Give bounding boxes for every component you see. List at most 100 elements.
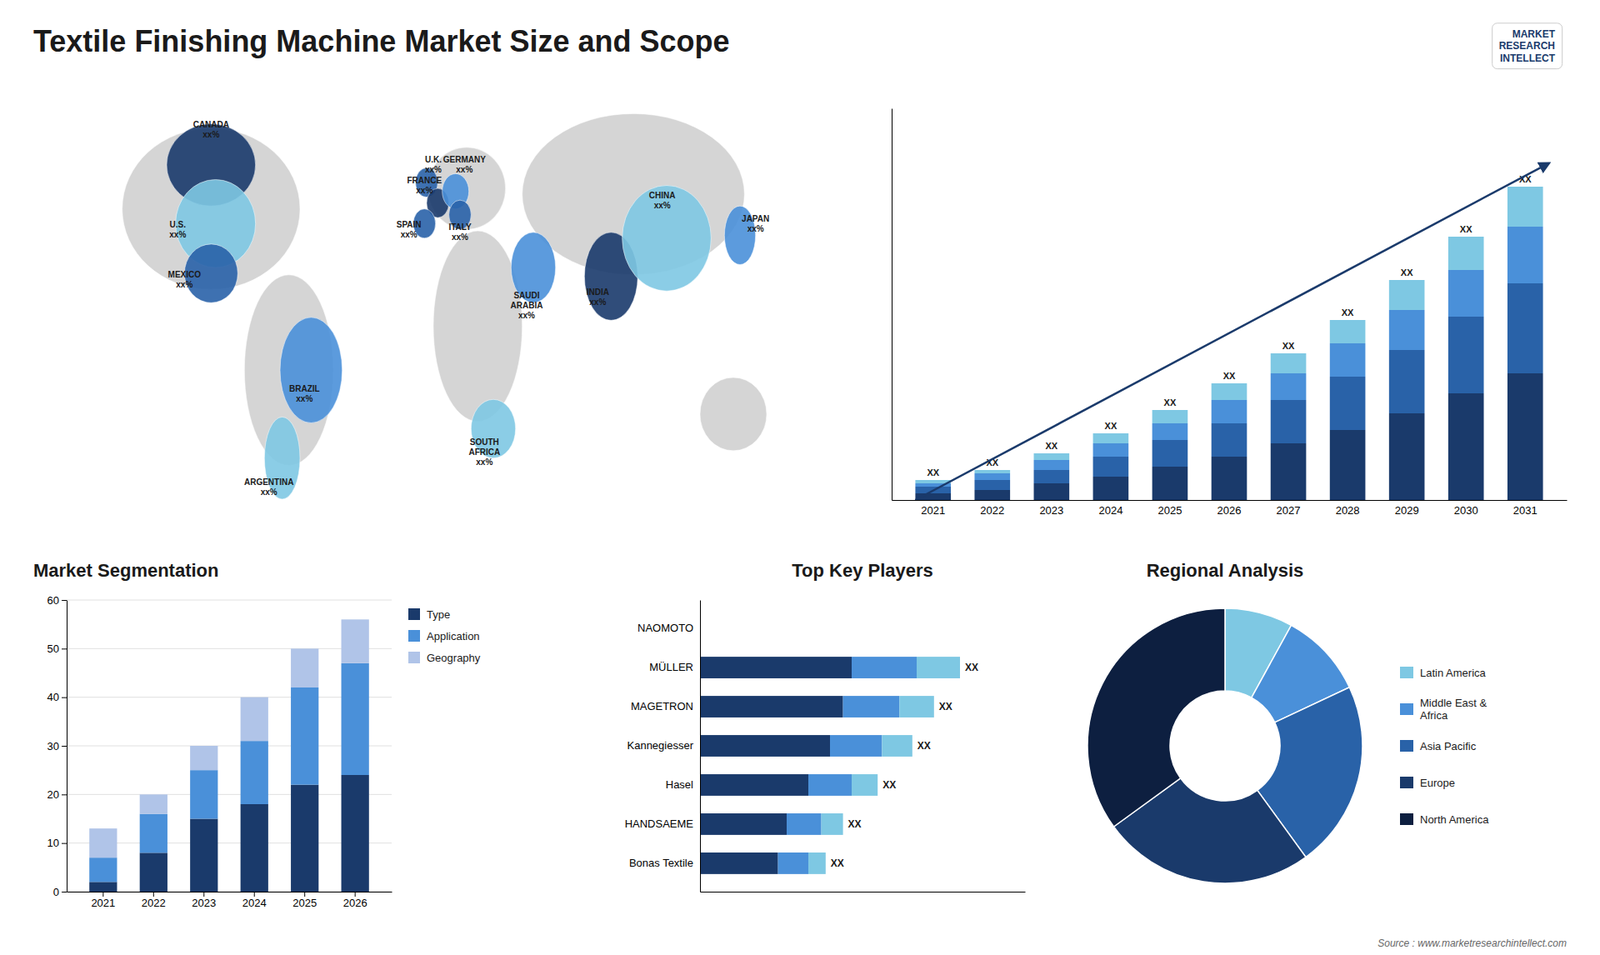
tick: 2021	[90, 891, 115, 910]
tick: 50	[47, 642, 67, 655]
tick: 2028	[1335, 500, 1360, 517]
legend-item: Europe	[1400, 776, 1455, 790]
bar	[1448, 316, 1485, 394]
bar	[1211, 423, 1248, 457]
country-label: U.S.xx%	[169, 220, 186, 240]
bar	[1330, 376, 1366, 430]
text-line: xx%	[295, 394, 313, 404]
bar	[290, 687, 319, 785]
bar-label: XX	[830, 857, 845, 870]
tick-mark	[61, 794, 67, 795]
text-line: xx%	[175, 280, 193, 290]
axis-line	[67, 891, 393, 893]
legend-label: Geography	[426, 651, 481, 665]
tick-label: 30	[47, 740, 60, 753]
regional-chart: Regional AnalysisLatin AmericaMiddle Eas…	[1087, 560, 1490, 884]
logo: MARKETRESEARCHINTELLECT	[1492, 23, 1563, 70]
tick-label: 0	[53, 885, 60, 899]
text-line: INTELLECT	[1500, 52, 1556, 65]
legend-item: North America	[1400, 813, 1490, 826]
bar	[140, 852, 168, 892]
bar	[290, 648, 319, 688]
tick-label: MAGETRON	[630, 700, 694, 713]
text-line: xx%	[202, 130, 220, 140]
bar	[700, 656, 852, 679]
bar	[1093, 433, 1130, 444]
bar	[1152, 423, 1189, 440]
country-region	[510, 232, 555, 303]
text-line: AFRICA	[468, 447, 500, 457]
bar	[190, 819, 218, 893]
tick-label: 2024	[1098, 504, 1123, 517]
bar	[1270, 443, 1307, 500]
bar-series	[89, 619, 370, 858]
axis-line	[700, 891, 1026, 893]
tick-label: Hasel	[665, 778, 694, 791]
key-players-chart: Top Key PlayersXXXXXXXXXXXXNAOMOTOMÜLLER…	[625, 560, 1026, 893]
text-line: xx%	[747, 224, 765, 234]
tick-label: 2031	[1513, 504, 1538, 517]
legend-label: Middle East &Africa	[1420, 696, 1488, 722]
text-line: INDIA	[586, 287, 610, 297]
tick-label: Kannegiesser	[627, 739, 695, 752]
bar	[1093, 443, 1130, 457]
legend-label: Type	[426, 608, 450, 621]
tick-label: 10	[47, 836, 60, 850]
tick-label: 2027	[1276, 504, 1301, 517]
bar	[341, 775, 370, 892]
axis: 2021202220232024202520262027202820292030…	[892, 500, 1568, 517]
country-label: U.K.xx%	[425, 155, 442, 175]
slice	[1087, 608, 1225, 827]
axis: 0102030405060	[47, 594, 68, 899]
country-label: SAUDIARABIAxx%	[510, 290, 544, 320]
country-label: ARGENTINAxx%	[244, 477, 294, 497]
bar	[1448, 236, 1485, 270]
bars	[700, 656, 960, 875]
text-line: xx%	[518, 310, 535, 320]
country-region	[622, 185, 712, 292]
logo-text: MARKETRESEARCHINTELLECT	[1499, 28, 1556, 65]
grid	[66, 600, 392, 892]
bar	[240, 697, 269, 742]
axis: 202120222023202420252026	[67, 891, 393, 910]
tick: 2027	[1276, 500, 1301, 517]
tick-label: Bonas Textile	[629, 856, 694, 870]
tick: 2026	[343, 891, 368, 910]
bar	[1389, 413, 1425, 500]
bar-series	[700, 656, 852, 875]
tick-mark	[254, 891, 255, 897]
text-line: SAUDI	[513, 290, 540, 300]
text-line: SPAIN	[396, 220, 422, 230]
tick-mark	[61, 745, 67, 747]
bar	[1211, 456, 1248, 500]
bar	[1507, 283, 1544, 374]
text-line: GERMANY	[443, 155, 486, 165]
bar	[700, 774, 809, 796]
slices	[1087, 608, 1363, 884]
axis	[891, 109, 893, 501]
bar	[974, 480, 1010, 490]
legend-swatch	[1400, 740, 1414, 752]
bar-series	[89, 775, 370, 892]
legend-swatch	[408, 630, 420, 642]
axis-line	[891, 109, 893, 501]
tick-label: 2021	[90, 896, 115, 910]
continent	[433, 230, 523, 422]
bar	[240, 804, 269, 892]
bar	[1034, 483, 1070, 500]
legend-swatch	[1400, 666, 1414, 679]
country-label: ITALYxx%	[448, 222, 472, 242]
dashboard: Textile Finishing Machine Market Size an…	[0, 0, 1600, 955]
bar	[1211, 383, 1248, 400]
bar	[700, 735, 830, 757]
tick-mark	[153, 891, 155, 897]
bar	[1152, 440, 1189, 467]
tick-label: MÜLLER	[649, 660, 694, 674]
tick-label: 2022	[141, 896, 166, 910]
text-line: North America	[1420, 813, 1490, 826]
bar	[1507, 186, 1544, 227]
text-line: Latin America	[1420, 666, 1487, 680]
tick: MAGETRON	[630, 700, 700, 713]
bar-label: XX	[1164, 397, 1177, 408]
bar-label: XX	[1400, 267, 1414, 278]
